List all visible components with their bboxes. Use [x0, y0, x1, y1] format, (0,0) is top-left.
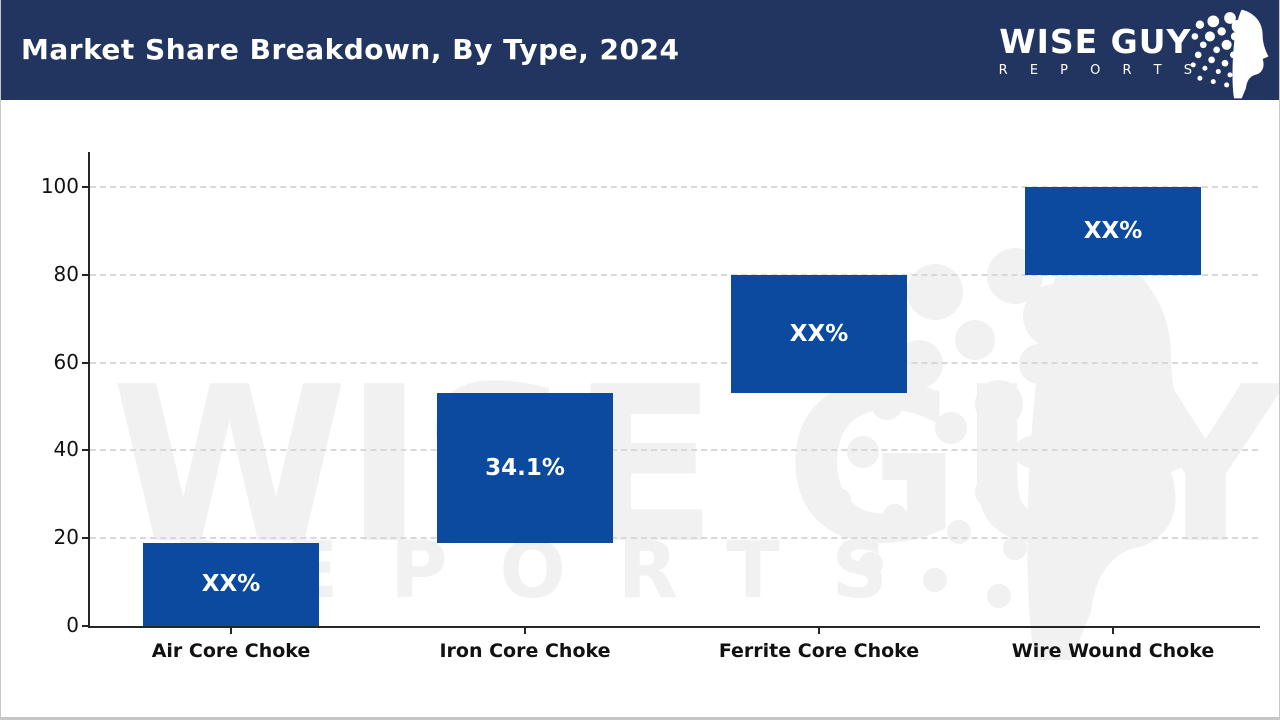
x-tick-mark	[1112, 628, 1114, 634]
bar-ferrite-core-choke: XX%	[731, 274, 907, 393]
chart-header-band: Market Share Breakdown, By Type, 2024 WI…	[1, 0, 1279, 100]
bar-wire-wound-choke: XX%	[1025, 187, 1201, 275]
x-axis-line	[88, 626, 1260, 628]
wise-guy-logo: WISE GUY R E P O R T S	[999, 6, 1269, 99]
x-tick-mark	[230, 628, 232, 634]
x-category-label: Iron Core Choke	[439, 640, 611, 662]
x-tick-mark	[524, 628, 526, 634]
gridline-y80	[90, 273, 1258, 276]
y-tick-mark	[82, 361, 88, 364]
y-tick-label: 60	[53, 349, 79, 374]
bar-value-label: XX%	[789, 320, 849, 347]
x-category-label: Air Core Choke	[151, 640, 311, 662]
y-tick-label: 20	[53, 525, 79, 550]
y-tick-mark	[82, 273, 88, 276]
y-tick-mark	[82, 537, 88, 540]
bar-value-label: XX%	[201, 571, 261, 598]
y-tick-label: 0	[66, 613, 79, 637]
y-tick-label: 100	[40, 174, 79, 198]
bar-value-label: XX%	[1083, 217, 1143, 244]
logo-wordmark: WISE GUY	[999, 22, 1192, 61]
logo-text: WISE GUY R E P O R T S	[990, 22, 1201, 78]
plot-area: WISE GUY REPORTS XX% 34.1% XX% XX% 0 20 40 60 8…	[1, 100, 1279, 717]
gridline-y20	[90, 537, 1258, 540]
x-category-label: Ferrite Core Choke	[718, 640, 920, 662]
x-tick-mark	[818, 628, 820, 634]
y-axis-line	[88, 152, 90, 628]
bar-value-label: 34.1%	[485, 454, 565, 481]
y-tick-label: 40	[53, 437, 79, 462]
chart-title: Market Share Breakdown, By Type, 2024	[21, 33, 680, 66]
logo-subtext: R E P O R T S	[998, 63, 1201, 78]
dotted-head-icon	[1190, 9, 1269, 99]
bar-iron-core-choke: 34.1%	[437, 392, 613, 543]
y-tick-mark	[82, 186, 88, 188]
y-tick-mark	[82, 449, 88, 452]
gridline-y40	[90, 449, 1258, 452]
x-category-label: Wire Wound Choke	[1011, 640, 1215, 662]
y-tick-label: 80	[53, 261, 79, 286]
gridline-y60	[90, 361, 1258, 364]
y-tick-mark	[82, 625, 88, 627]
bar-air-core-choke: XX%	[143, 542, 319, 626]
gridline-y100	[90, 186, 1258, 188]
